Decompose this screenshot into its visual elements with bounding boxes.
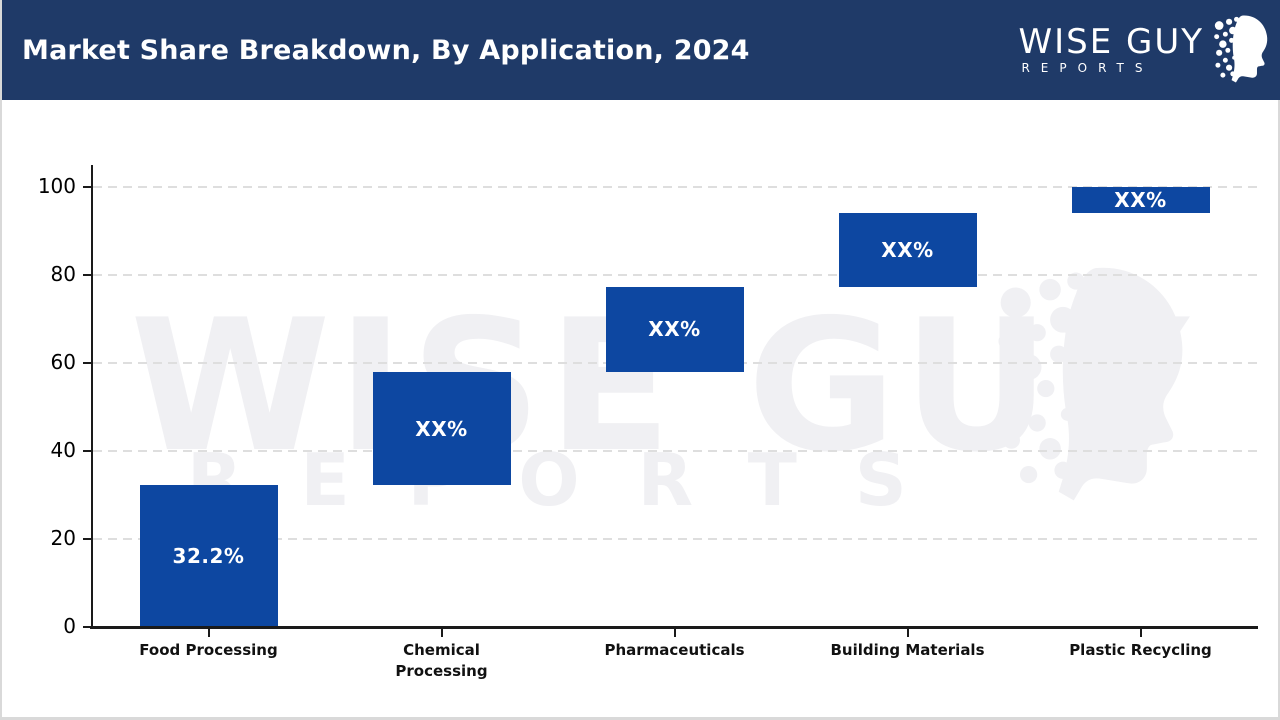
gridline-y-100 <box>93 186 1257 188</box>
y-tick-label-60: 60 <box>50 350 76 374</box>
gridline-y-80 <box>93 274 1257 276</box>
watermark-face-logo <box>998 267 1183 501</box>
logo-text: WISE GUY REPORTS <box>1018 25 1204 75</box>
x-tick-plastic-recycling <box>1139 629 1142 637</box>
logo-face-icon <box>1214 15 1268 83</box>
y-tick-100 <box>83 186 91 188</box>
y-tick-80 <box>83 274 91 276</box>
bar-building-materials: XX% <box>838 213 977 287</box>
gridline-y-40 <box>93 450 1257 452</box>
y-tick-label-100: 100 <box>37 174 76 198</box>
x-tick-pharmaceuticals <box>673 629 676 637</box>
x-category-label-food-processing: Food Processing <box>139 641 278 659</box>
y-tick-40 <box>83 450 91 452</box>
bar-chemical-processing: XX% <box>372 371 511 486</box>
bar-pharmaceuticals: XX% <box>605 286 744 372</box>
x-axis-spine <box>90 626 1258 629</box>
x-category-label-plastic-recycling: Plastic Recycling <box>1069 641 1212 659</box>
x-tick-food-processing <box>207 629 210 637</box>
wise-guy-logo: WISE GUY REPORTS <box>1018 0 1270 100</box>
bar-value-label-pharmaceuticals: XX% <box>648 317 701 342</box>
bar-plastic-recycling: XX% <box>1071 187 1210 214</box>
y-tick-label-40: 40 <box>50 438 76 462</box>
gridline-y-20 <box>93 538 1257 540</box>
bar-value-label-building-materials: XX% <box>881 238 934 263</box>
x-category-label-building-materials: Building Materials <box>830 641 985 659</box>
y-tick-60 <box>83 362 91 364</box>
y-tick-20 <box>83 538 91 540</box>
y-tick-0 <box>83 626 91 628</box>
page-title: Market Share Breakdown, By Application, … <box>22 34 750 66</box>
x-category-label-chemical-processing: Chemical Processing <box>395 641 488 680</box>
y-tick-label-20: 20 <box>50 526 76 550</box>
bar-value-label-plastic-recycling: XX% <box>1114 188 1167 213</box>
x-category-label-pharmaceuticals: Pharmaceuticals <box>604 641 745 659</box>
bar-value-label-food-processing: 32.2% <box>172 544 245 569</box>
logo-wiseguy-label: WISE GUY <box>1018 22 1204 62</box>
x-tick-building-materials <box>906 629 909 637</box>
y-tick-label-0: 0 <box>63 614 76 638</box>
y-axis-spine <box>91 165 93 629</box>
x-tick-chemical-processing <box>440 629 443 637</box>
bar-food-processing: 32.2% <box>139 485 278 627</box>
header: Market Share Breakdown, By Application, … <box>2 0 1280 100</box>
bar-value-label-chemical-processing: XX% <box>415 416 468 441</box>
logo-reports-label: REPORTS <box>1021 61 1154 75</box>
y-tick-label-80: 80 <box>50 262 76 286</box>
